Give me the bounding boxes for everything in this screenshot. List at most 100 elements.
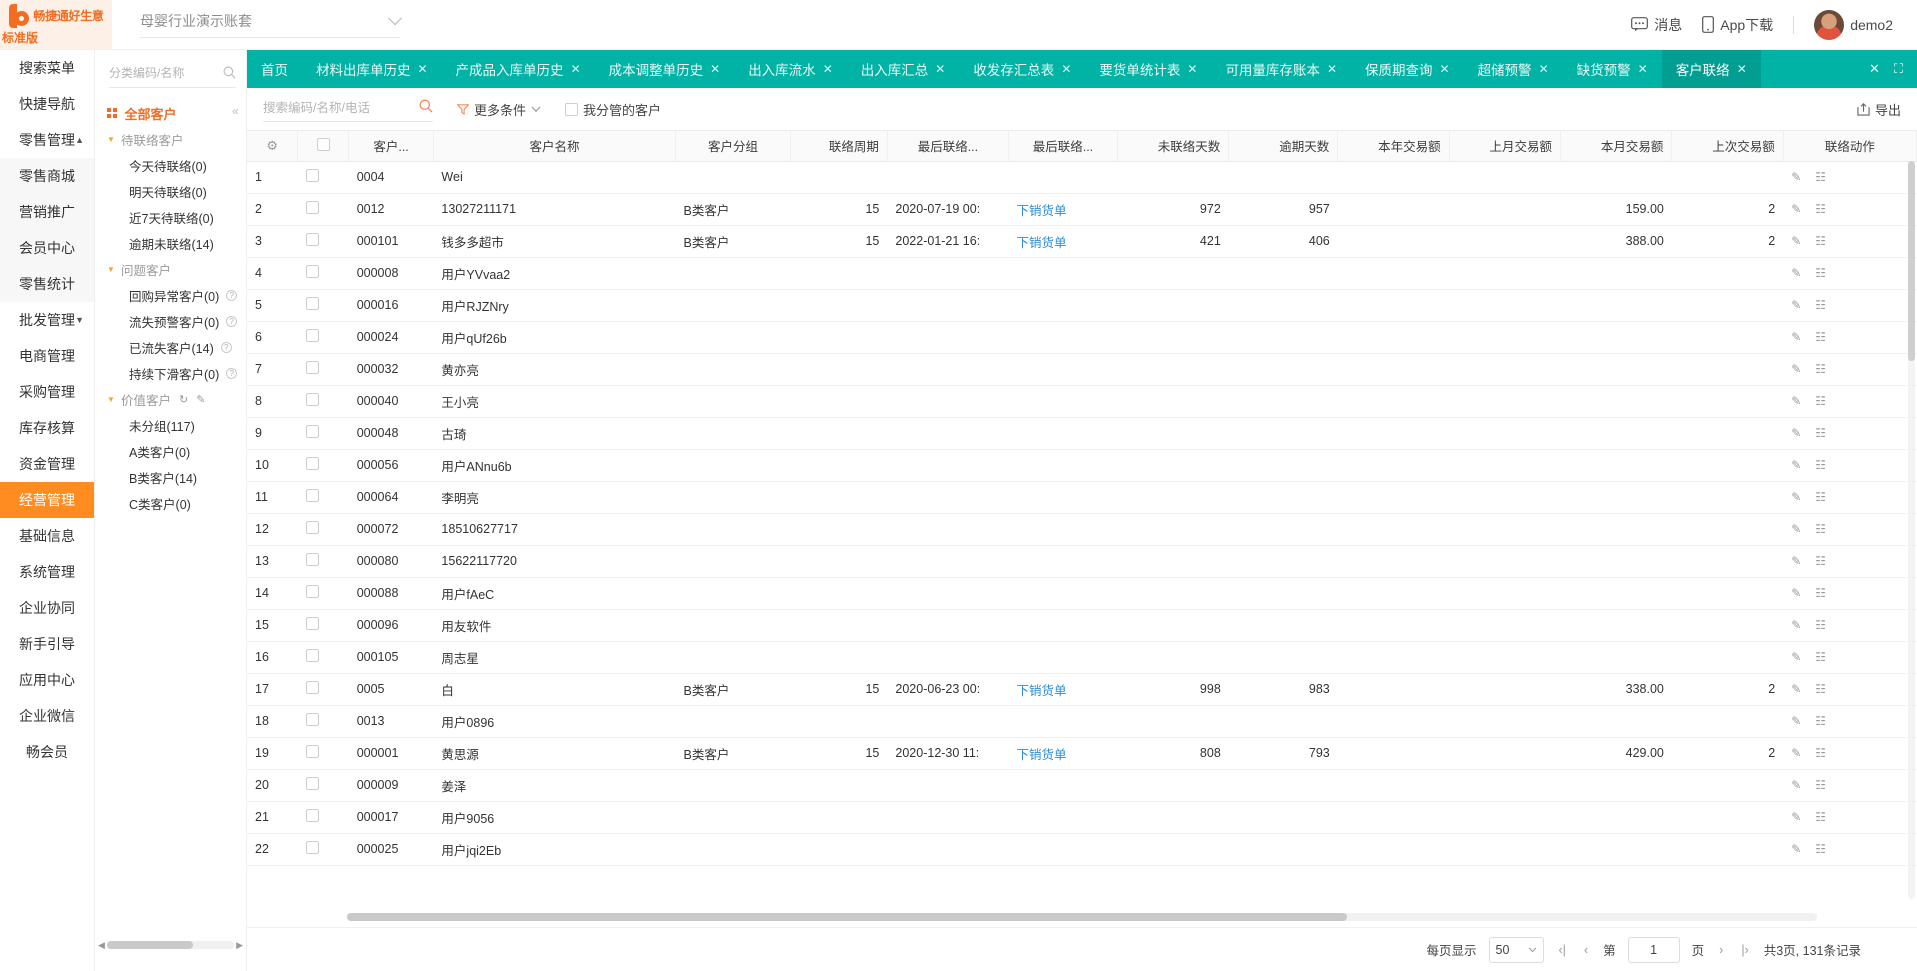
caret-down-icon[interactable]: ▼ [107, 264, 115, 274]
row-actions-cell[interactable]: ✎ ☷ [1783, 417, 1917, 450]
qrcode-icon[interactable]: ☷ [1815, 362, 1827, 376]
brand-logo-block[interactable]: 畅捷通好生意 标准版 [0, 0, 112, 49]
row-actions-cell[interactable]: ✎ ☷ [1783, 833, 1917, 866]
sidebar-item-12[interactable]: 经营管理 [0, 482, 94, 518]
tree-collapse-handle[interactable]: « [232, 104, 239, 118]
sidebar-item-18[interactable]: 企业微信 [0, 698, 94, 734]
tree-node-0[interactable]: 全部客户 [95, 100, 246, 126]
table-row[interactable]: 10 000056 用户ANnu6b ✎ ☷ [247, 449, 1917, 482]
tab-7[interactable]: 要货单统计表 ✕ [1085, 50, 1211, 88]
tab-close-icon[interactable]: ✕ [1061, 62, 1072, 76]
column-header-last_contact[interactable]: 最后联络... [887, 131, 1009, 162]
view-icon[interactable]: ✎ [1791, 618, 1802, 632]
qrcode-icon[interactable]: ☷ [1815, 618, 1827, 632]
tab-10[interactable]: 超储预警 ✕ [1464, 50, 1563, 88]
sidebar-item-10[interactable]: 库存核算 [0, 410, 94, 446]
view-icon[interactable]: ✎ [1791, 778, 1802, 792]
gear-icon[interactable]: ⚙ [266, 137, 278, 153]
qrcode-icon[interactable]: ☷ [1815, 842, 1827, 856]
create-sales-order-link[interactable]: 下销货单 [1016, 203, 1067, 218]
qrcode-icon[interactable]: ☷ [1815, 810, 1827, 824]
tab-1[interactable]: 材料出库单历史 ✕ [302, 50, 442, 88]
tree-node-9[interactable]: 已流失客户(14)? [95, 334, 246, 360]
qrcode-icon[interactable]: ☷ [1815, 458, 1827, 472]
row-checkbox-cell[interactable] [297, 385, 349, 418]
table-row[interactable]: 6 000024 用户qUf26b ✎ ☷ [247, 321, 1917, 354]
row-checkbox-cell[interactable] [297, 289, 349, 322]
fullscreen-icon[interactable]: ⛶ [1893, 61, 1903, 76]
help-icon[interactable]: ? [220, 341, 232, 353]
tree-node-10[interactable]: 持续下滑客户(0)? [95, 360, 246, 386]
table-row[interactable]: 19 000001 黄思源 B类客户 15 2020-12-30 11: 下销货单 808 79… [247, 737, 1917, 770]
column-header-group[interactable]: 客户分组 [675, 131, 792, 162]
tab-2[interactable]: 产成品入库单历史 ✕ [442, 50, 595, 88]
edit-icon[interactable]: ✎ [196, 393, 206, 406]
row-actions-cell[interactable]: ✎ ☷ [1783, 673, 1917, 706]
sidebar-item-15[interactable]: 企业协同 [0, 590, 94, 626]
column-header-overdue_days[interactable]: 逾期天数 [1228, 131, 1339, 162]
view-icon[interactable]: ✎ [1791, 490, 1802, 504]
row-actions-cell[interactable]: ✎ ☷ [1783, 577, 1917, 610]
refresh-icon[interactable]: ↻ [179, 393, 189, 406]
vertical-scroll-thumb[interactable] [1908, 161, 1915, 361]
column-header-actions[interactable]: 联络动作 [1783, 131, 1917, 162]
column-header-name[interactable]: 客户名称 [433, 131, 677, 162]
tree-node-1[interactable]: ▼ 待联络客户 [95, 126, 246, 152]
my-customers-checkbox[interactable]: 我分管的客户 [565, 100, 661, 119]
tab-4[interactable]: 出入库流水 ✕ [734, 50, 847, 88]
tree-node-6[interactable]: ▼ 问题客户 [95, 256, 246, 282]
view-icon[interactable]: ✎ [1791, 330, 1802, 344]
row-checkbox-cell[interactable] [297, 545, 349, 578]
table-row[interactable]: 12 000072 18510627717 ✎ ☷ [247, 513, 1917, 546]
next-page-button[interactable]: › [1719, 942, 1724, 957]
view-icon[interactable]: ✎ [1791, 842, 1802, 856]
search-icon[interactable] [419, 99, 433, 113]
row-checkbox-cell[interactable] [297, 225, 349, 258]
sidebar-item-2[interactable]: 零售管理 ▲ [0, 122, 94, 158]
row-actions-cell[interactable]: ✎ ☷ [1783, 289, 1917, 322]
qrcode-icon[interactable]: ☷ [1815, 330, 1827, 344]
row-checkbox-cell[interactable] [297, 769, 349, 802]
row-checkbox[interactable] [305, 809, 319, 822]
row-checkbox-cell[interactable] [297, 705, 349, 738]
row-checkbox[interactable] [305, 649, 319, 662]
sidebar-item-5[interactable]: 会员中心 [0, 230, 94, 266]
row-checkbox[interactable] [305, 265, 319, 278]
row-checkbox[interactable] [305, 585, 319, 598]
row-checkbox-cell[interactable] [297, 609, 349, 642]
horizontal-scroll-thumb[interactable] [347, 913, 1347, 921]
qrcode-icon[interactable]: ☷ [1815, 714, 1827, 728]
column-header-prev_amount[interactable]: 上次交易额 [1671, 131, 1784, 162]
row-actions-cell[interactable]: ✎ ☷ [1783, 225, 1917, 258]
tab-close-icon[interactable]: ✕ [1326, 62, 1337, 76]
table-row[interactable]: 20 000009 姜泽 ✎ ☷ [247, 769, 1917, 802]
row-checkbox-cell[interactable] [297, 449, 349, 482]
table-row[interactable]: 21 000017 用户9056 ✎ ☷ [247, 801, 1917, 834]
table-row[interactable]: 7 000032 黄亦亮 ✎ ☷ [247, 353, 1917, 386]
row-checkbox[interactable] [305, 713, 319, 726]
sidebar-item-4[interactable]: 营销推广 [0, 194, 94, 230]
help-icon[interactable]: ? [226, 289, 238, 301]
sidebar-item-9[interactable]: 采购管理 [0, 374, 94, 410]
tree-node-7[interactable]: 回购异常客户(0)? [95, 282, 246, 308]
tab-close-icon[interactable]: ✕ [822, 62, 833, 76]
table-horizontal-scrollbar[interactable] [347, 913, 1817, 921]
tab-5[interactable]: 出入库汇总 ✕ [847, 50, 960, 88]
tab-close-icon[interactable]: ✕ [1637, 62, 1648, 76]
qrcode-icon[interactable]: ☷ [1815, 394, 1827, 408]
tree-node-3[interactable]: 明天待联络(0) [95, 178, 246, 204]
row-checkbox-cell[interactable] [297, 673, 349, 706]
table-row[interactable]: 8 000040 王小亮 ✎ ☷ [247, 385, 1917, 418]
sidebar-item-8[interactable]: 电商管理 [0, 338, 94, 374]
scroll-right-arrow[interactable]: ▶ [236, 939, 243, 950]
column-header-cycle[interactable]: 联络周期 [790, 131, 888, 162]
row-actions-cell[interactable]: ✎ ☷ [1783, 801, 1917, 834]
caret-down-icon[interactable]: ▼ [107, 134, 115, 144]
row-checkbox-cell[interactable] [297, 321, 349, 354]
row-checkbox[interactable] [305, 841, 319, 854]
view-icon[interactable]: ✎ [1791, 426, 1802, 440]
row-checkbox-cell[interactable] [297, 481, 349, 514]
column-header-last_month_amount[interactable]: 上月交易额 [1449, 131, 1561, 162]
table-row[interactable]: 18 0013 用户0896 ✎ ☷ [247, 705, 1917, 738]
row-checkbox[interactable] [305, 777, 319, 790]
